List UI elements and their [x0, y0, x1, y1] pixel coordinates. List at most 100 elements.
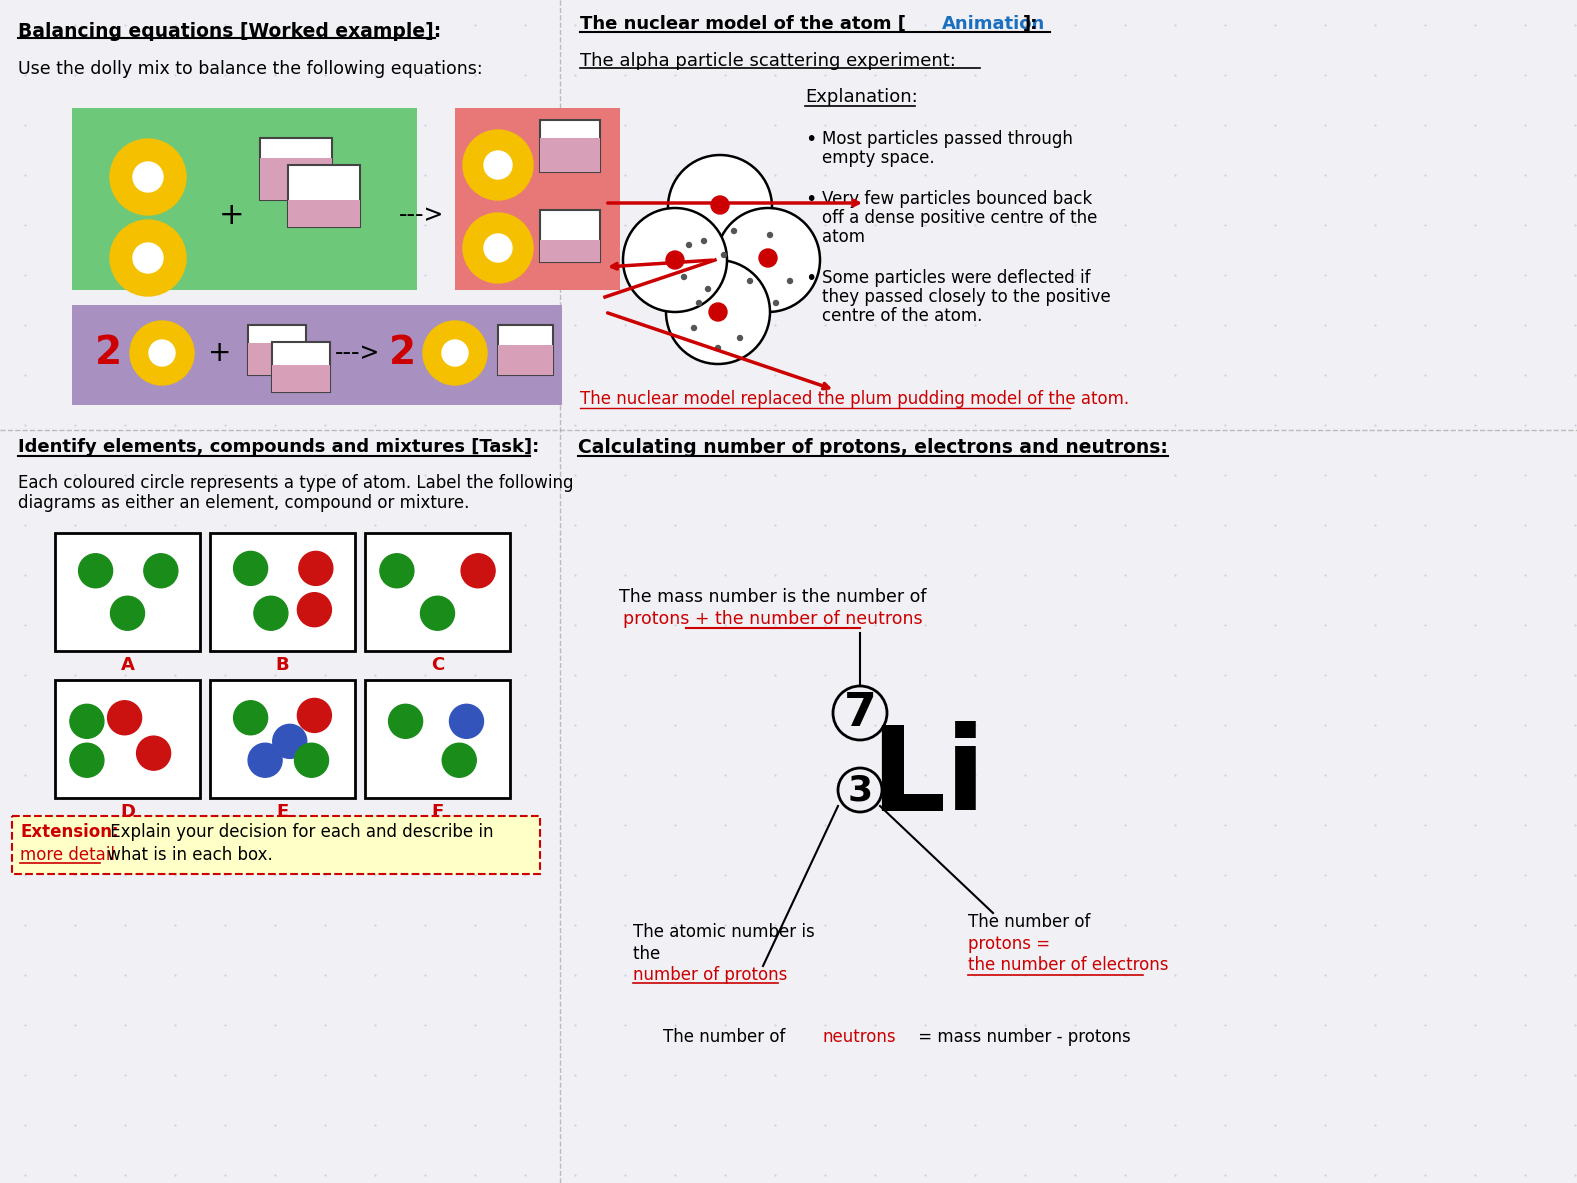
Circle shape: [442, 743, 476, 777]
Text: The number of: The number of: [968, 913, 1096, 931]
Circle shape: [79, 554, 112, 588]
Circle shape: [787, 278, 793, 284]
Circle shape: [665, 260, 770, 364]
Circle shape: [132, 243, 162, 273]
Bar: [210, 680, 355, 799]
Circle shape: [464, 213, 533, 283]
Circle shape: [129, 321, 194, 384]
Text: more detail: more detail: [21, 846, 115, 864]
Circle shape: [110, 596, 145, 631]
FancyBboxPatch shape: [13, 816, 539, 874]
Circle shape: [295, 743, 328, 777]
Text: the: the: [632, 945, 665, 963]
Circle shape: [254, 596, 289, 631]
Text: +: +: [219, 200, 244, 230]
Text: Each coloured circle represents a type of atom. Label the following: Each coloured circle represents a type o…: [17, 474, 574, 492]
Bar: [456, 108, 620, 290]
Text: The atomic number is: The atomic number is: [632, 923, 815, 940]
Text: Use the dolly mix to balance the following equations:: Use the dolly mix to balance the followi…: [17, 60, 483, 78]
Text: ]:: ]:: [1023, 15, 1038, 33]
Circle shape: [248, 743, 282, 777]
Text: 3: 3: [847, 772, 872, 807]
Circle shape: [460, 554, 495, 588]
Text: •: •: [804, 190, 817, 209]
Text: 7: 7: [844, 691, 877, 736]
Circle shape: [69, 743, 104, 777]
Circle shape: [110, 138, 186, 215]
Bar: [260, 159, 333, 200]
Circle shape: [773, 300, 779, 305]
Text: •: •: [804, 269, 817, 287]
Text: = mass number - protons: = mass number - protons: [913, 1028, 1131, 1046]
Circle shape: [716, 208, 820, 312]
Circle shape: [732, 228, 736, 233]
Text: Some particles were deflected if: Some particles were deflected if: [822, 269, 1091, 287]
Circle shape: [388, 704, 423, 738]
Bar: [248, 343, 306, 375]
Circle shape: [298, 698, 331, 732]
Bar: [55, 680, 200, 799]
Text: F: F: [432, 803, 443, 821]
Bar: [498, 345, 554, 375]
Text: Extension:: Extension:: [21, 823, 118, 841]
Circle shape: [148, 340, 175, 366]
Text: A: A: [120, 657, 134, 674]
Text: --->: --->: [399, 203, 445, 227]
Circle shape: [380, 554, 413, 588]
Text: protons + the number of neutrons: protons + the number of neutrons: [623, 610, 923, 628]
Circle shape: [464, 130, 533, 200]
Bar: [498, 325, 554, 375]
Circle shape: [686, 243, 691, 247]
Circle shape: [300, 551, 333, 586]
Circle shape: [710, 303, 727, 321]
Circle shape: [484, 151, 513, 179]
Text: Animation: Animation: [941, 15, 1046, 33]
Text: --->: --->: [336, 341, 380, 366]
Bar: [364, 534, 509, 651]
Circle shape: [747, 278, 752, 284]
Text: atom: atom: [822, 228, 866, 246]
Circle shape: [768, 233, 773, 238]
Bar: [210, 534, 355, 651]
Circle shape: [144, 554, 178, 588]
Text: The number of: The number of: [662, 1028, 790, 1046]
Circle shape: [697, 300, 702, 305]
Circle shape: [711, 196, 729, 214]
Bar: [289, 164, 360, 227]
Text: The nuclear model replaced the plum pudding model of the atom.: The nuclear model replaced the plum pudd…: [580, 390, 1129, 408]
Circle shape: [449, 704, 484, 738]
Circle shape: [759, 248, 777, 267]
Text: centre of the atom.: centre of the atom.: [822, 308, 982, 325]
Bar: [539, 119, 599, 172]
Text: Explanation:: Explanation:: [804, 88, 918, 106]
Text: D: D: [120, 803, 136, 821]
Circle shape: [423, 321, 487, 384]
Bar: [539, 211, 599, 261]
Bar: [271, 366, 330, 392]
Circle shape: [233, 700, 268, 735]
Text: The mass number is the number of: The mass number is the number of: [620, 588, 927, 606]
Bar: [73, 108, 416, 290]
Circle shape: [716, 345, 721, 350]
Text: •: •: [804, 130, 817, 149]
Text: diagrams as either an element, compound or mixture.: diagrams as either an element, compound …: [17, 494, 470, 512]
Text: The alpha particle scattering experiment:: The alpha particle scattering experiment…: [580, 52, 956, 70]
Bar: [289, 200, 360, 227]
Text: 2: 2: [388, 334, 416, 371]
Text: Calculating number of protons, electrons and neutrons:: Calculating number of protons, electrons…: [579, 438, 1169, 457]
Text: protons =: protons =: [968, 935, 1050, 953]
Text: C: C: [431, 657, 445, 674]
Text: neutrons: neutrons: [823, 1028, 897, 1046]
Circle shape: [273, 724, 308, 758]
Text: Very few particles bounced back: Very few particles bounced back: [822, 190, 1093, 208]
Text: 2: 2: [95, 334, 121, 371]
Text: they passed closely to the positive: they passed closely to the positive: [822, 287, 1110, 306]
Circle shape: [233, 551, 268, 586]
Bar: [260, 138, 333, 200]
Text: Balancing equations [Worked example]:: Balancing equations [Worked example]:: [17, 22, 442, 41]
Circle shape: [484, 234, 513, 261]
Circle shape: [665, 251, 684, 269]
Text: Most particles passed through: Most particles passed through: [822, 130, 1072, 148]
Bar: [539, 138, 599, 172]
Circle shape: [669, 155, 773, 259]
